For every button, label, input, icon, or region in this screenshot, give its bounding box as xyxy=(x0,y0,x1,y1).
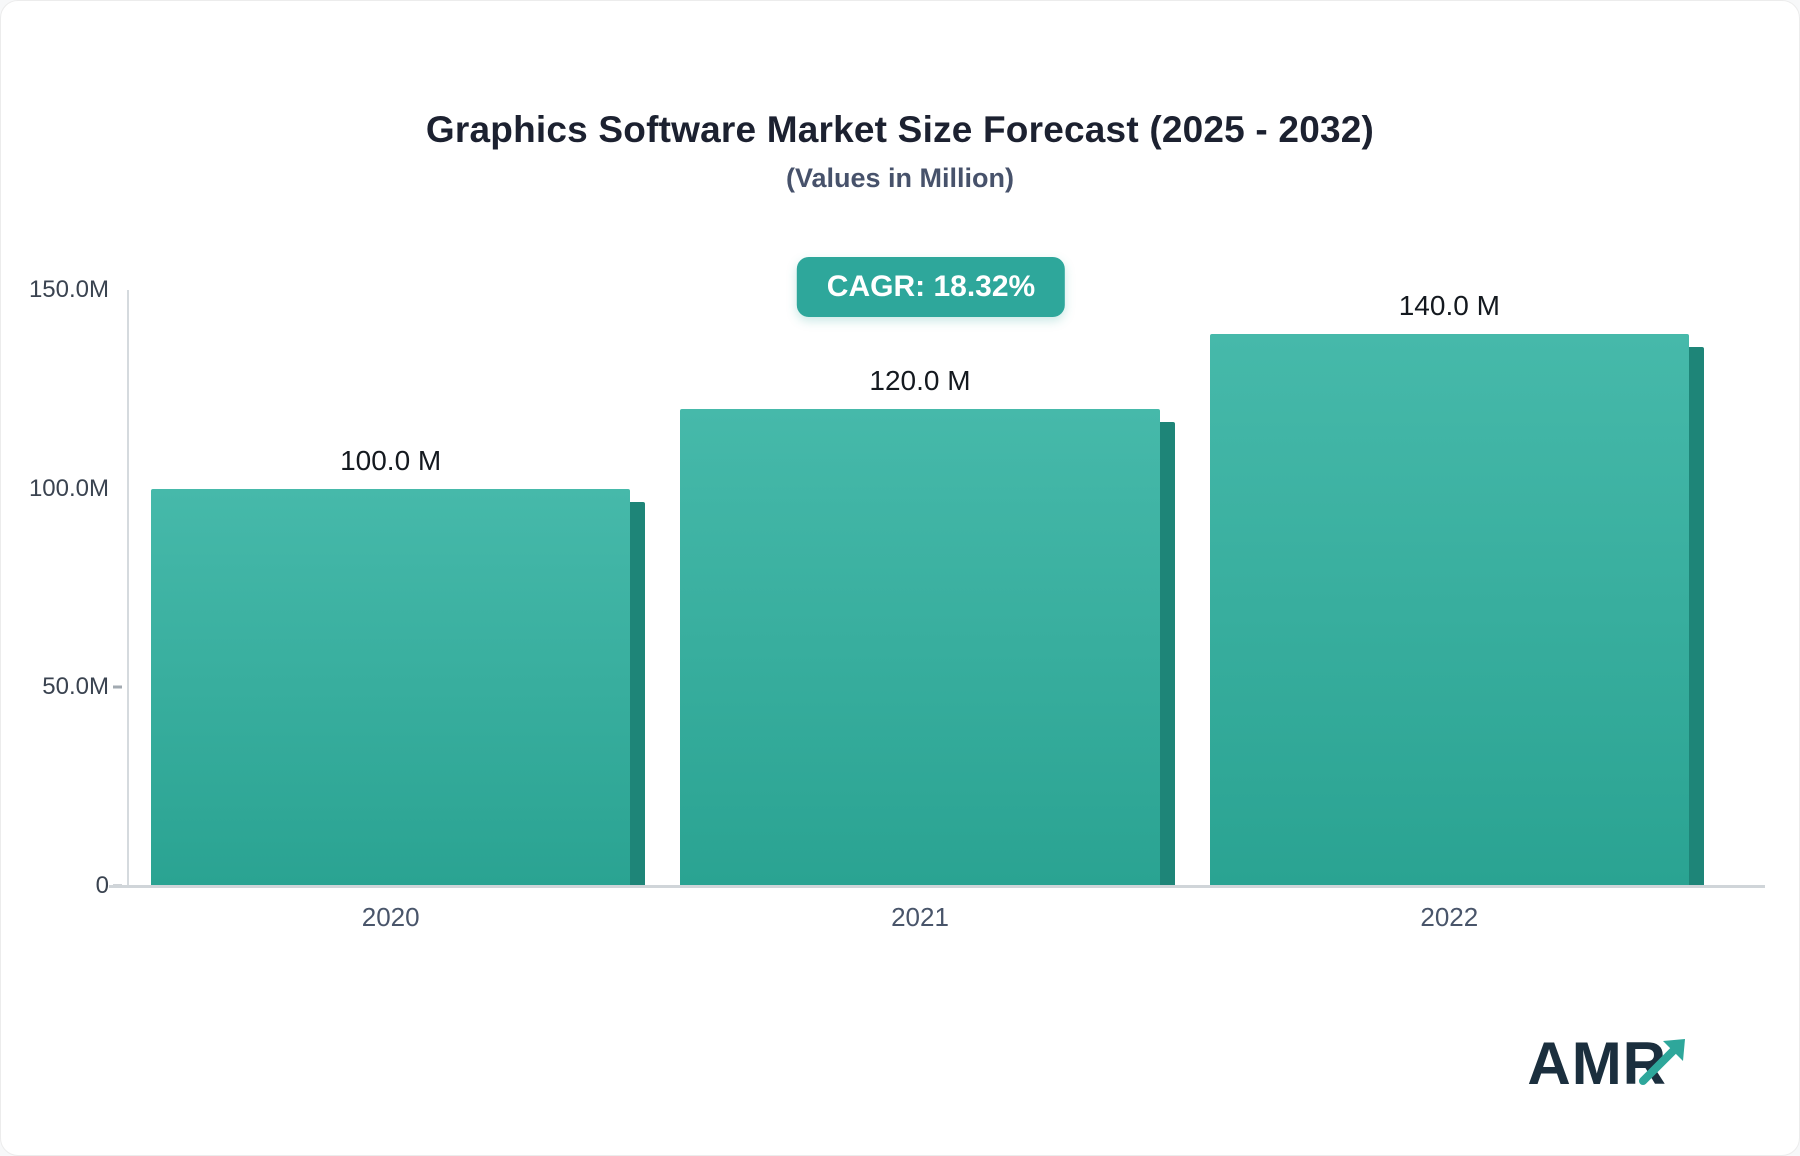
bar-3d-side xyxy=(630,501,646,886)
chart-subtitle: (Values in Million) xyxy=(785,163,1015,193)
bar-group-2020: 100.0 M 2020 xyxy=(151,290,646,932)
bar-3d-side xyxy=(1688,347,1704,886)
bar-value-label: 140.0 M xyxy=(1398,290,1500,321)
trending-up-arrow-icon xyxy=(1639,1038,1685,1085)
y-axis-line xyxy=(127,290,129,886)
bar-value-label: 120.0 M xyxy=(869,365,971,397)
bar-group-2022: 140.0 M 2022 xyxy=(1209,290,1704,932)
bar-group-2021: 120.0 M 2021 xyxy=(680,290,1175,932)
bar-2022 xyxy=(1209,334,1704,886)
bar-2021 xyxy=(680,409,1175,886)
bars-container: 100.0 M 2020 120.0 M 2021 140.0 M 2022 xyxy=(127,290,1741,932)
bar-value-label: 100.0 M xyxy=(340,444,442,476)
y-tick-label: 150.0M xyxy=(28,276,109,303)
x-axis-line xyxy=(109,885,1765,888)
plot-area: 150.0M 100.0M 50.0M 0 100.0 M 2020 120.0 M 202… xyxy=(29,276,1765,932)
x-axis-label: 2021 xyxy=(891,902,949,932)
amr-logo: AMR xyxy=(1527,1029,1697,1098)
arrow-shaft xyxy=(1639,1042,1681,1085)
y-tick-mark xyxy=(113,685,122,689)
x-axis-label: 2022 xyxy=(1420,902,1479,932)
y-axis-ticks: 150.0M 100.0M 50.0M 0 xyxy=(29,276,1741,899)
cagr-badge: CAGR: 18.32% xyxy=(796,257,1066,317)
y-tick-label: 100.0M xyxy=(28,474,109,502)
x-axis-label: 2020 xyxy=(361,902,420,932)
amr-logo-text: AMR xyxy=(1527,1030,1667,1097)
bar-3d-side xyxy=(1159,422,1175,886)
bar-2020 xyxy=(151,488,646,886)
y-tick-label: 0 xyxy=(95,872,109,899)
chart-title: Graphics Software Market Size Forecast (… xyxy=(425,109,1375,150)
y-tick-label: 50.0M xyxy=(42,673,109,701)
arrow-head xyxy=(1663,1038,1685,1061)
